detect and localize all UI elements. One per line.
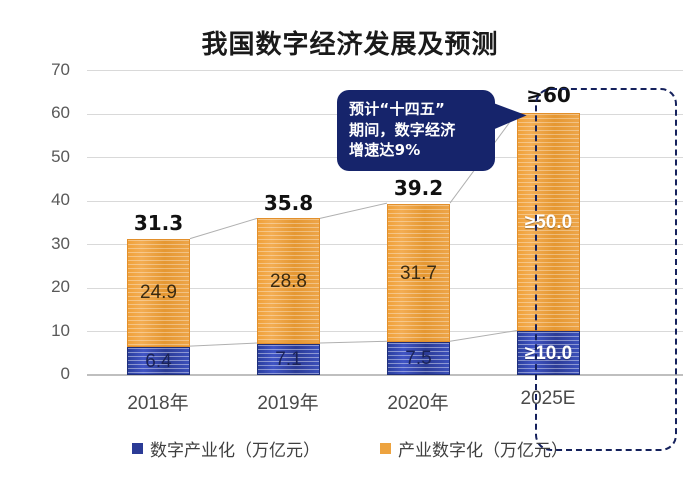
y-tick-label: 70: [51, 60, 70, 79]
bar-segment-orange[interactable]: 28.8: [257, 218, 320, 344]
bar-total-label: 31.3: [133, 210, 184, 235]
chart-legend: 数字产业化（万亿元） 产业数字化（万亿元）: [0, 436, 700, 461]
y-tick-label: 10: [51, 321, 70, 340]
bar-segment-value: 28.8: [270, 270, 307, 292]
y-tick-label: 40: [51, 190, 70, 209]
gridline: [87, 244, 683, 246]
legend-label: 数字产业化（万亿元）: [150, 441, 320, 461]
bar-segment-blue[interactable]: 7.5: [387, 342, 450, 375]
legend-item-digital-industrialization[interactable]: 数字产业化（万亿元）: [132, 436, 320, 461]
gridline: [87, 70, 683, 71]
bar-total-label: 39.2: [393, 176, 444, 201]
y-tick-label: 0: [60, 364, 70, 383]
square-swatch-blue-icon: [132, 443, 143, 454]
x-tick-label-2025e: 2025E: [520, 388, 576, 409]
bar-segment-value: 6.4: [145, 350, 172, 372]
x-tick-label-2018: 2018年: [127, 393, 189, 414]
gridline: [87, 200, 683, 202]
bar-group-2020[interactable]: 39.2 31.7 7.5: [387, 176, 450, 375]
square-swatch-orange-icon: [380, 443, 391, 454]
forecast-callout: 预计“十四五” 期间，数字经济 增速达9%: [337, 90, 495, 172]
bar-segment-value: 24.9: [140, 282, 177, 304]
y-tick-label: 20: [51, 277, 70, 296]
x-tick-label-2019: 2019年: [257, 393, 319, 414]
callout-text: 预计“十四五” 期间，数字经济 增速达9%: [349, 100, 456, 160]
bar-group-2019[interactable]: 35.8 28.8 7.1: [257, 191, 320, 375]
y-tick-label: 60: [51, 103, 70, 122]
y-tick-label: 30: [51, 234, 70, 253]
bar-segment-value: 7.5: [405, 348, 432, 370]
bar-total-label: 35.8: [263, 190, 314, 215]
bar-segment-value: 31.7: [400, 262, 437, 284]
chart-title: 我国数字经济发展及预测: [201, 30, 499, 60]
gridline: [87, 331, 683, 333]
forecast-highlight-box: [535, 88, 677, 451]
bar-segment-blue[interactable]: 7.1: [257, 344, 320, 375]
x-tick-label-2020: 2020年: [387, 393, 449, 414]
bar-segment-value: 7.1: [275, 349, 302, 370]
x-axis-line: [87, 374, 683, 376]
bar-segment-orange[interactable]: 24.9: [127, 238, 190, 348]
bar-segment-orange[interactable]: 31.7: [387, 204, 450, 343]
y-tick-label: 50: [51, 147, 70, 166]
legend-label: 产业数字化（万亿元）: [398, 441, 568, 461]
gridline: [87, 287, 683, 289]
bar-segment-blue[interactable]: 6.4: [127, 347, 190, 375]
bar-group-2018[interactable]: 31.3 24.9 6.4: [127, 211, 190, 375]
legend-item-industrial-digitalization[interactable]: 产业数字化（万亿元）: [380, 436, 568, 461]
